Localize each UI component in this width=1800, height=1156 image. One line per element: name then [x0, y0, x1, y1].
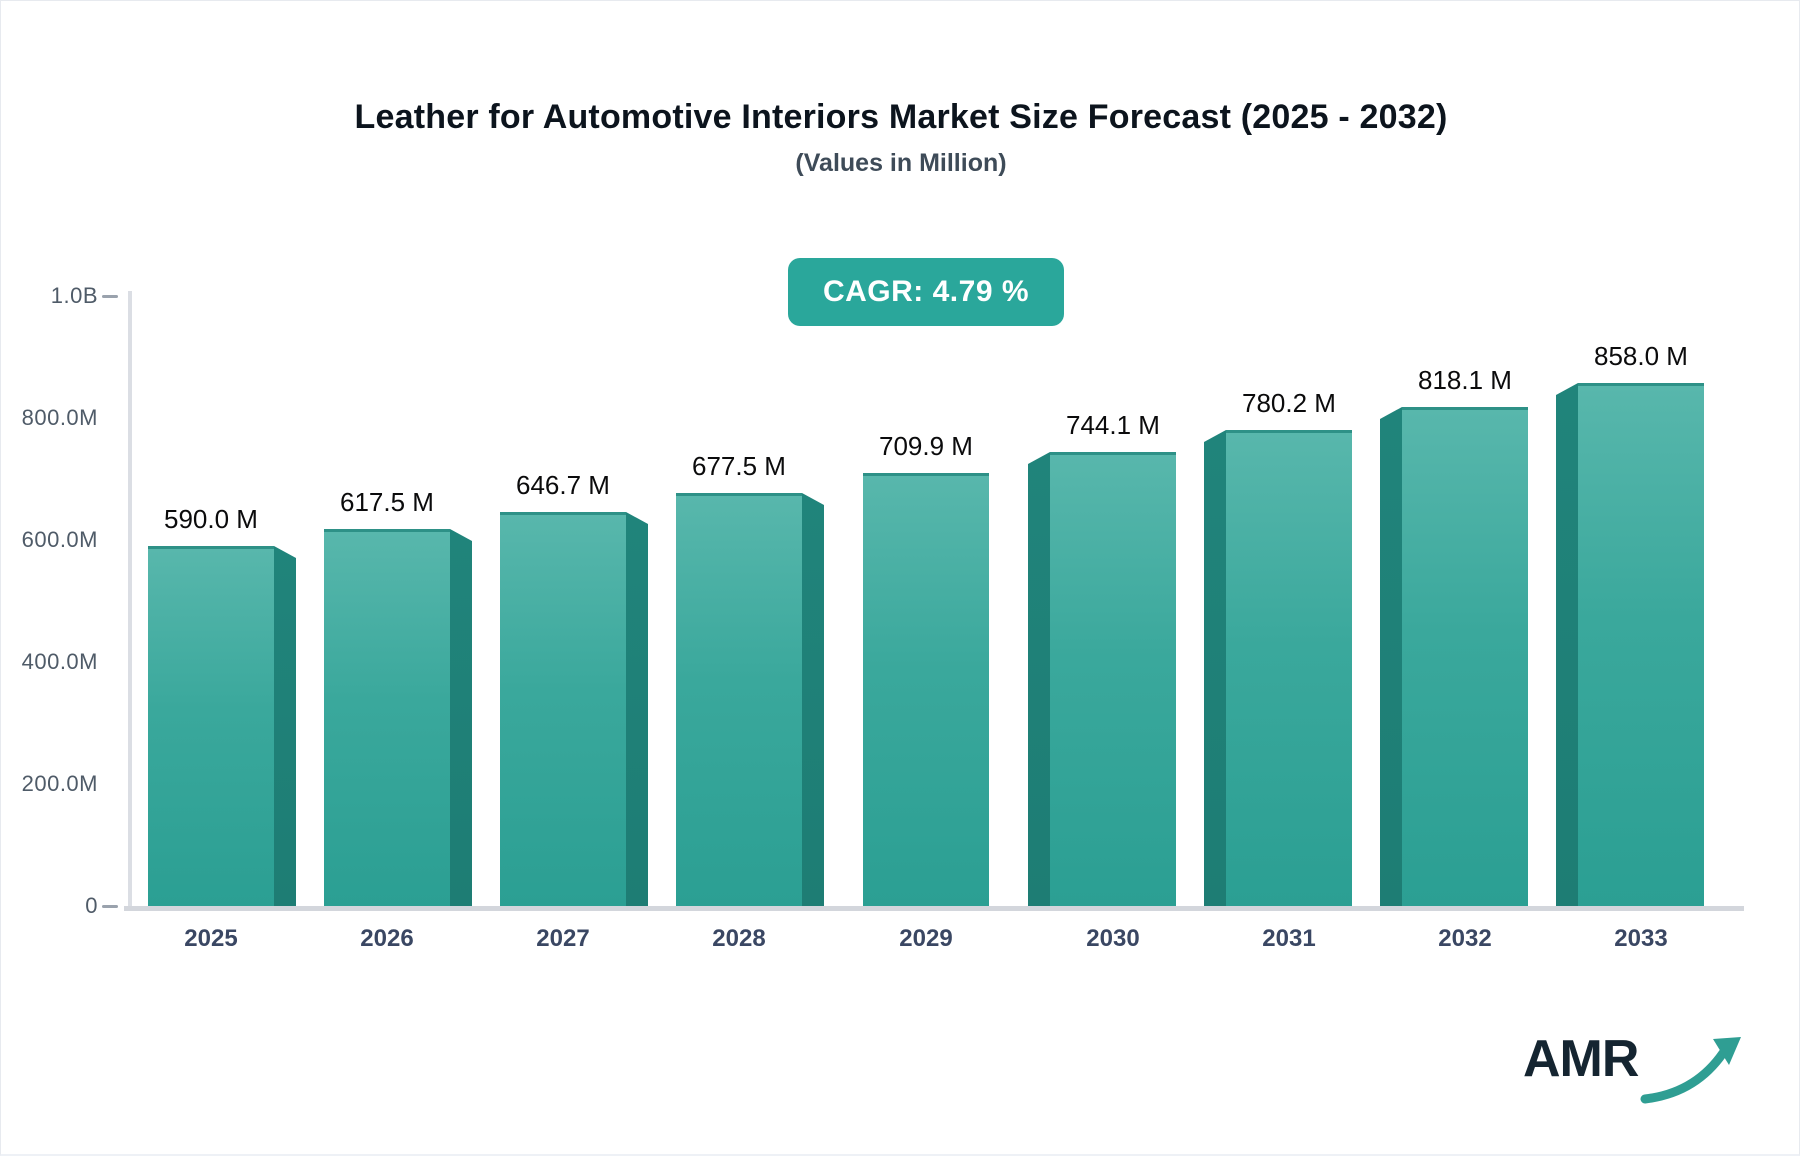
bar-value-label: 744.1 M	[1066, 410, 1160, 440]
bar-side-face-2030	[1028, 452, 1050, 906]
x-axis-label: 2031	[1262, 925, 1316, 952]
bar-value-label: 646.7 M	[516, 470, 610, 500]
bar-value-label: 617.5 M	[340, 487, 434, 517]
bar-2026	[324, 529, 450, 906]
chart-subtitle: (Values in Million)	[795, 149, 1007, 177]
y-axis-tick	[102, 295, 118, 298]
bar-value-label: 590.0 M	[164, 504, 258, 534]
bar-2029	[863, 473, 989, 906]
bar-value-label: 677.5 M	[692, 451, 786, 481]
y-axis-tick	[102, 905, 118, 908]
bar-side-face-2026	[450, 529, 472, 906]
chart-title: Leather for Automotive Interiors Market …	[354, 98, 1448, 136]
x-axis-label: 2030	[1086, 925, 1140, 952]
bar-side-face-2031	[1204, 430, 1226, 906]
x-axis-label: 2027	[536, 925, 590, 952]
amr-logo-text: AMR	[1523, 1030, 1639, 1088]
y-axis-label: 0	[85, 893, 98, 918]
y-axis-label: 1.0B	[50, 283, 98, 308]
bar-value-label: 780.2 M	[1242, 388, 1336, 418]
bar-side-face-2025	[274, 546, 296, 906]
bar-2030	[1050, 452, 1176, 906]
x-axis-line	[124, 906, 1744, 911]
bar-side-face-2027	[626, 512, 648, 906]
y-axis-label: 600.0M	[21, 527, 98, 552]
bar-2033	[1578, 383, 1704, 906]
y-axis-line	[128, 291, 132, 910]
x-axis-label: 2032	[1438, 925, 1492, 952]
x-axis-label: 2033	[1614, 925, 1668, 952]
bar-2031	[1226, 430, 1352, 906]
bar-2025	[148, 546, 274, 906]
bar-side-face-2028	[802, 493, 824, 906]
y-axis-label: 400.0M	[21, 649, 98, 674]
bar-2032	[1402, 407, 1528, 906]
bar-side-face-2032	[1380, 407, 1402, 906]
amr-logo: AMR	[1523, 1029, 1753, 1119]
x-axis-label: 2028	[712, 925, 766, 952]
bar-value-label: 818.1 M	[1418, 365, 1512, 395]
bar-value-label: 709.9 M	[879, 431, 973, 461]
bar-2028	[676, 493, 802, 906]
x-axis-label: 2026	[360, 925, 414, 952]
bar-side-face-2033	[1556, 383, 1578, 906]
y-axis-label: 800.0M	[21, 405, 98, 430]
growth-arrow-icon	[1640, 1037, 1741, 1104]
x-axis-label: 2029	[899, 925, 953, 952]
x-axis-label: 2025	[184, 925, 238, 952]
bar-value-label: 858.0 M	[1594, 341, 1688, 371]
cagr-badge: CAGR: 4.79 %	[788, 258, 1064, 326]
y-axis-label: 200.0M	[21, 771, 98, 796]
bar-2027	[500, 512, 626, 906]
